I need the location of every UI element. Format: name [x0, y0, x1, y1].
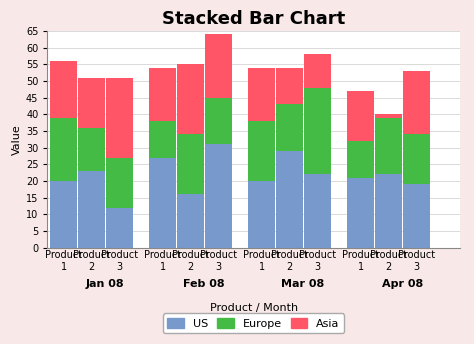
Text: Feb 08: Feb 08: [183, 279, 225, 289]
Bar: [78, 128, 105, 171]
Bar: [50, 181, 77, 248]
Title: Stacked Bar Chart: Stacked Bar Chart: [162, 10, 345, 28]
Legend: US, Europe, Asia: US, Europe, Asia: [163, 313, 344, 333]
Bar: [347, 91, 374, 141]
Bar: [248, 68, 275, 121]
Bar: [177, 64, 204, 134]
Bar: [149, 158, 176, 248]
Bar: [149, 121, 176, 158]
Bar: [248, 181, 275, 248]
Bar: [50, 118, 77, 181]
Bar: [375, 118, 402, 174]
Bar: [205, 98, 232, 144]
Text: Apr 08: Apr 08: [382, 279, 423, 289]
Bar: [276, 151, 303, 248]
Bar: [304, 88, 331, 174]
Y-axis label: Value: Value: [12, 124, 22, 155]
Bar: [106, 78, 133, 158]
Bar: [347, 178, 374, 248]
Bar: [177, 134, 204, 194]
Bar: [403, 71, 430, 134]
Bar: [304, 174, 331, 248]
Bar: [78, 78, 105, 128]
Bar: [78, 171, 105, 248]
Bar: [248, 121, 275, 181]
Bar: [177, 194, 204, 248]
Bar: [375, 114, 402, 118]
X-axis label: Product / Month: Product / Month: [210, 303, 298, 313]
Bar: [375, 174, 402, 248]
Bar: [276, 68, 303, 104]
Bar: [106, 208, 133, 248]
Bar: [50, 61, 77, 118]
Bar: [304, 54, 331, 88]
Bar: [403, 134, 430, 184]
Text: Jan 08: Jan 08: [86, 279, 124, 289]
Bar: [106, 158, 133, 208]
Bar: [347, 141, 374, 178]
Text: Mar 08: Mar 08: [282, 279, 325, 289]
Bar: [403, 184, 430, 248]
Bar: [276, 104, 303, 151]
Bar: [149, 68, 176, 121]
Bar: [205, 34, 232, 98]
Bar: [205, 144, 232, 248]
